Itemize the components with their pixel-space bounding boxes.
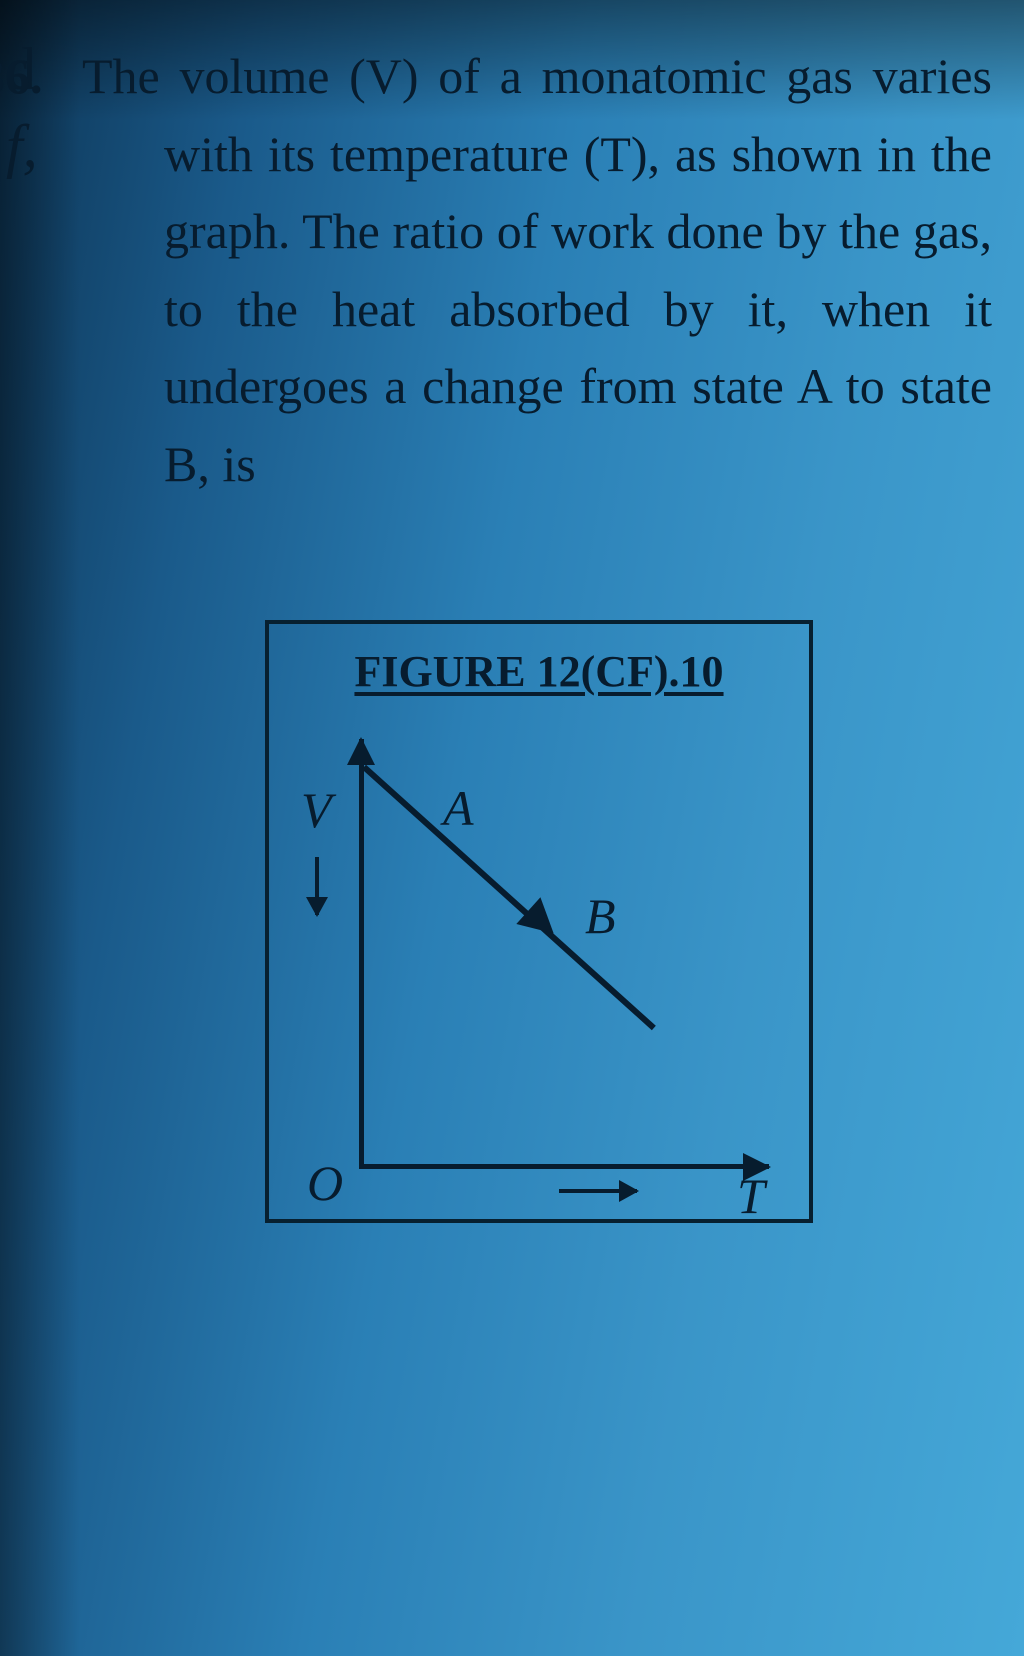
question-body: 36.The volume (V) of a monatomic gas var… (72, 38, 992, 503)
figure-box: FIGURE 12(CF).10 V A B O T (265, 620, 813, 1223)
axis-label-v: V (301, 781, 332, 839)
y-axis-arrow-icon (347, 737, 375, 765)
question-36: 36.The volume (V) of a monatomic gas var… (72, 38, 992, 503)
vignette-left (0, 0, 80, 1656)
y-axis (359, 739, 364, 1169)
point-label-b: B (585, 887, 616, 945)
question-text-rest: its temperature (T), as shown in the gra… (164, 126, 992, 492)
v-direction-arrow-icon (315, 857, 319, 915)
x-axis (359, 1164, 769, 1169)
point-label-a: A (443, 779, 474, 837)
figure-caption: FIGURE 12(CF).10 (269, 646, 809, 697)
t-direction-arrow-icon (559, 1189, 637, 1193)
origin-label: O (307, 1154, 343, 1212)
axis-label-t: T (737, 1167, 765, 1225)
margin-fragment-f: f, (6, 112, 38, 181)
axes: V A B O T (359, 739, 769, 1169)
page-scan: d f, 36.The volume (V) of a monatomic ga… (0, 0, 1024, 1656)
